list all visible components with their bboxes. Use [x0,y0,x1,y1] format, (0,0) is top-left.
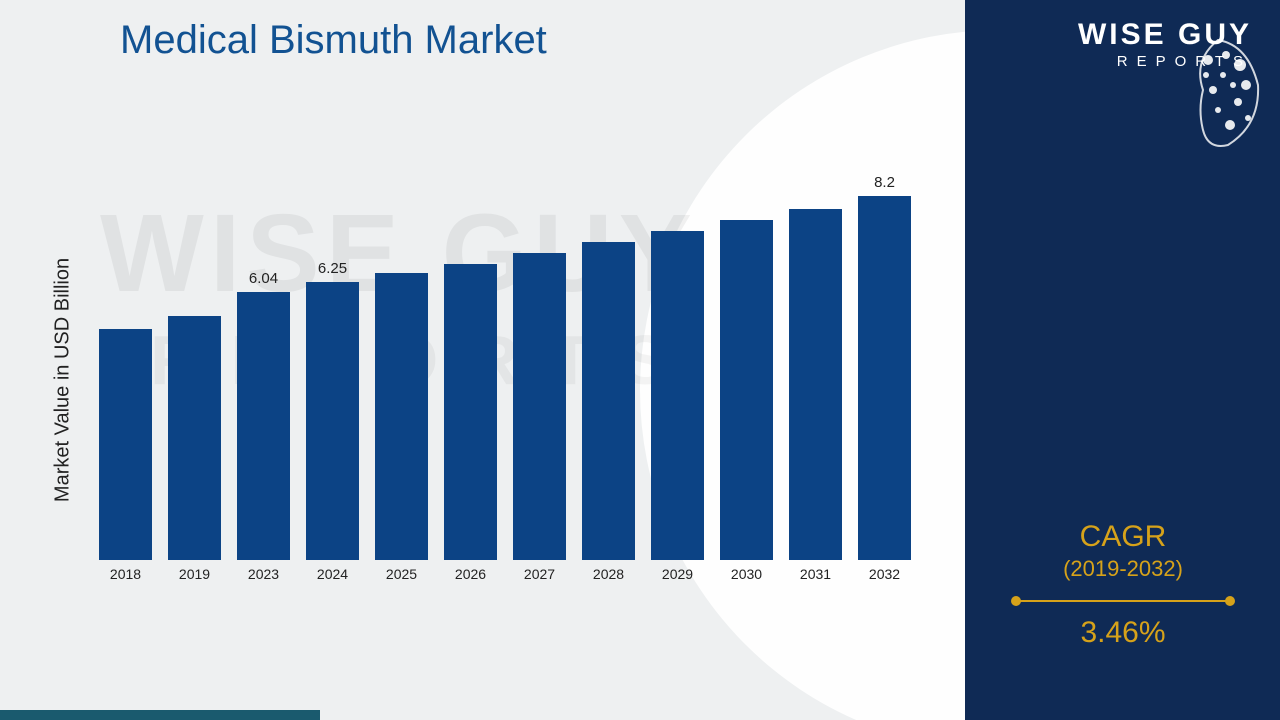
x-tick-2024: 2024 [306,560,359,600]
bar-2027 [513,160,566,560]
bar-2028 [582,160,635,560]
bar-rect [375,273,428,560]
bar-rect [306,282,359,560]
cagr-title: CAGR [998,520,1248,554]
bar-2032: 8.2 [858,160,911,560]
x-tick-2023: 2023 [237,560,290,600]
cagr-value: 3.46% [998,616,1248,650]
bar-2019 [168,160,221,560]
brand-logo: WISE GUY REPORTS [1078,20,1252,69]
x-tick-2018: 2018 [99,560,152,600]
x-tick-2029: 2029 [651,560,704,600]
x-tick-2027: 2027 [513,560,566,600]
cagr-period: (2019-2032) [998,556,1248,582]
bar-rect [99,329,152,560]
bar-rect [720,220,773,560]
bar-rect [237,292,290,560]
y-axis-label: Market Value in USD Billion [52,258,75,502]
bar-rect [513,253,566,560]
cagr-divider [1016,600,1230,602]
bar-rect [789,209,842,560]
logo-line1: WISE GUY [1078,20,1252,50]
bar-2026 [444,160,497,560]
x-tick-2032: 2032 [858,560,911,600]
x-tick-2031: 2031 [789,560,842,600]
logo-line2: REPORTS [1078,54,1252,69]
bar-2024: 6.25 [306,160,359,560]
bar-rect [168,316,221,560]
bar-2031 [789,160,842,560]
bar-rect [651,231,704,560]
bar-rect [858,196,911,560]
infographic-stage: WISE GUY REPORTS Medical Bismuth Market … [0,0,1280,720]
bar-2030 [720,160,773,560]
bar-value-label: 6.04 [249,270,278,288]
bar-value-label: 6.25 [318,260,347,278]
chart-title: Medical Bismuth Market [120,18,547,63]
x-tick-2019: 2019 [168,560,221,600]
x-tick-2025: 2025 [375,560,428,600]
plot-area: 6.04 6.25 8.2 [95,160,915,560]
footer-accent-bar [0,710,320,720]
bar-value-label: 8.2 [874,174,895,192]
bar-2025 [375,160,428,560]
cagr-block: CAGR (2019-2032) 3.46% [998,520,1248,650]
x-tick-2026: 2026 [444,560,497,600]
bar-rect [582,242,635,560]
x-axis: 2018 2019 2023 2024 2025 2026 2027 2028 2029 2030… [95,560,915,600]
bars-container: 6.04 6.25 8.2 [95,160,915,560]
x-tick-2030: 2030 [720,560,773,600]
bar-chart: Market Value in USD Billion 6.046.258.2 … [55,160,915,600]
bar-2018 [99,160,152,560]
bar-2023: 6.04 [237,160,290,560]
bar-rect [444,264,497,560]
x-tick-2028: 2028 [582,560,635,600]
bar-2029 [651,160,704,560]
